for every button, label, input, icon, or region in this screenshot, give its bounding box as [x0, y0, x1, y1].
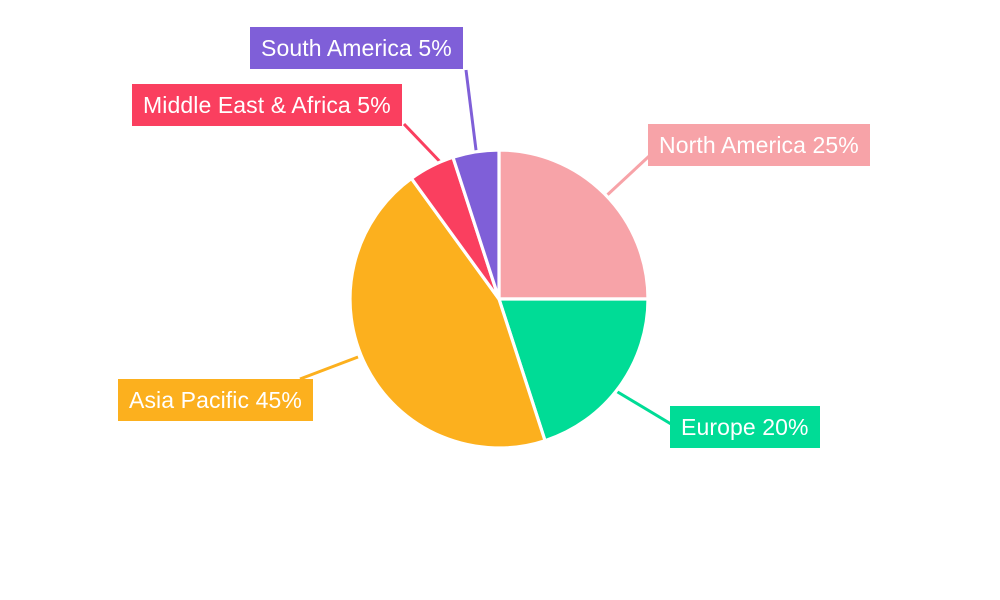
- pie-slice-north-america[interactable]: [497, 148, 650, 301]
- pie-slice-south-america[interactable]: [451, 148, 501, 301]
- pie-label-middle-east-africa-text: Middle East & Africa 5%: [143, 91, 391, 118]
- leader-line-europe: [615, 389, 677, 429]
- leader-line-south-america: [464, 69, 479, 159]
- pie-label-north-america-text: North America 25%: [659, 131, 859, 158]
- leader-line-asia-pacific: [299, 355, 359, 381]
- pie-label-south-america-text: South America 5%: [261, 34, 452, 61]
- pie-label-europe[interactable]: Europe 20%: [670, 406, 820, 448]
- pie-label-europe-text: Europe 20%: [681, 413, 809, 440]
- pie-slice-asia-pacific[interactable]: [348, 176, 547, 450]
- pie-label-asia-pacific-text: Asia Pacific 45%: [129, 386, 302, 413]
- pie-label-north-america[interactable]: North America 25%: [648, 124, 870, 166]
- leader-line-middle-east-africa: [402, 122, 448, 170]
- pie-label-asia-pacific[interactable]: Asia Pacific 45%: [118, 379, 313, 421]
- pie-slice-europe[interactable]: [497, 297, 650, 443]
- pie-label-south-america[interactable]: South America 5%: [250, 27, 463, 69]
- pie-label-middle-east-africa[interactable]: Middle East & Africa 5%: [132, 84, 402, 126]
